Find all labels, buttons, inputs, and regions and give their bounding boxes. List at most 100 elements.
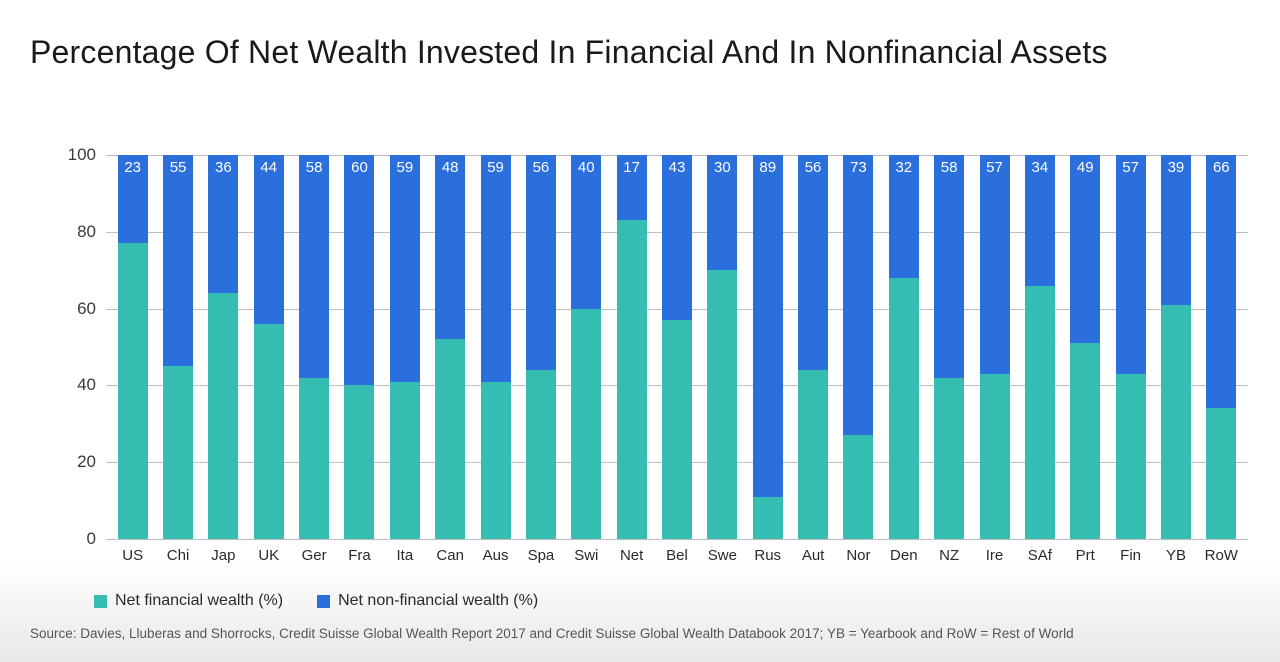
x-tick-label: Rus	[745, 539, 790, 575]
bar-segment-financial	[889, 278, 919, 539]
x-tick-label: Can	[428, 539, 473, 575]
bar-column: 30	[700, 155, 745, 539]
bar-segment-nonfinancial: 89	[753, 155, 783, 497]
bar-segment-financial	[481, 382, 511, 539]
bar-column: 60	[337, 155, 382, 539]
bar-segment-nonfinancial: 57	[1116, 155, 1146, 374]
bar-value-label: 39	[1168, 159, 1185, 176]
bar-segment-nonfinancial: 59	[481, 155, 511, 382]
chart-container: 020406080100 235536445860594859564017433…	[58, 155, 1248, 575]
bar-segment-nonfinancial: 56	[526, 155, 556, 370]
bar-column: 40	[564, 155, 609, 539]
bar-segment-financial	[980, 374, 1010, 539]
bar-column: 59	[473, 155, 518, 539]
bar-segment-financial	[254, 324, 284, 539]
bar-segment-financial	[1070, 343, 1100, 539]
bar-column: 39	[1153, 155, 1198, 539]
bar-column: 23	[110, 155, 155, 539]
x-tick-label: Spa	[518, 539, 563, 575]
bar-segment-nonfinancial: 58	[934, 155, 964, 378]
x-tick-label: YB	[1153, 539, 1198, 575]
bar-segment-nonfinancial: 55	[163, 155, 193, 366]
bar-column: 17	[609, 155, 654, 539]
legend-swatch	[317, 595, 330, 608]
chart-title: Percentage Of Net Wealth Invested In Fin…	[0, 0, 1280, 71]
x-tick-label: NZ	[926, 539, 971, 575]
x-tick-label: Net	[609, 539, 654, 575]
bar-column: 48	[428, 155, 473, 539]
bar-segment-nonfinancial: 56	[798, 155, 828, 370]
bar-column: 57	[1108, 155, 1153, 539]
bar-segment-financial	[118, 243, 148, 539]
x-tick-label: Ger	[291, 539, 336, 575]
bar-segment-financial	[662, 320, 692, 539]
y-axis-labels: 020406080100	[58, 155, 102, 539]
bar-stack: 56	[798, 155, 828, 539]
legend-label: Net financial wealth (%)	[115, 592, 283, 610]
legend-item: Net non-financial wealth (%)	[317, 592, 538, 610]
bar-column: 58	[926, 155, 971, 539]
bar-stack: 17	[617, 155, 647, 539]
bar-segment-nonfinancial: 23	[118, 155, 148, 243]
bar-stack: 73	[843, 155, 873, 539]
bar-value-label: 60	[351, 159, 368, 176]
bar-value-label: 49	[1077, 159, 1094, 176]
x-tick-label: Fra	[337, 539, 382, 575]
x-tick-label: Ita	[382, 539, 427, 575]
bar-segment-financial	[798, 370, 828, 539]
bar-segment-nonfinancial: 49	[1070, 155, 1100, 343]
bars-row: 2355364458605948595640174330895673325857…	[106, 155, 1248, 539]
bar-stack: 58	[299, 155, 329, 539]
bar-stack: 40	[571, 155, 601, 539]
bar-value-label: 30	[714, 159, 731, 176]
y-tick-label: 60	[77, 299, 96, 319]
bar-segment-financial	[1206, 408, 1236, 539]
x-tick-label: Prt	[1063, 539, 1108, 575]
x-tick-label: US	[110, 539, 155, 575]
bar-value-label: 58	[941, 159, 958, 176]
x-tick-label: Bel	[654, 539, 699, 575]
bar-segment-financial	[843, 435, 873, 539]
bar-value-label: 58	[306, 159, 323, 176]
y-tick-label: 40	[77, 375, 96, 395]
bar-segment-nonfinancial: 73	[843, 155, 873, 435]
bar-column: 73	[836, 155, 881, 539]
bar-stack: 60	[344, 155, 374, 539]
bar-column: 43	[654, 155, 699, 539]
bar-column: 89	[745, 155, 790, 539]
bar-value-label: 48	[442, 159, 459, 176]
bar-segment-financial	[1116, 374, 1146, 539]
bar-stack: 30	[707, 155, 737, 539]
bar-segment-nonfinancial: 59	[390, 155, 420, 382]
y-tick-label: 80	[77, 222, 96, 242]
y-tick-label: 100	[68, 145, 96, 165]
bar-segment-nonfinancial: 43	[662, 155, 692, 320]
bar-column: 36	[201, 155, 246, 539]
x-tick-label: Chi	[155, 539, 200, 575]
bar-value-label: 36	[215, 159, 232, 176]
bar-value-label: 44	[260, 159, 277, 176]
bar-segment-nonfinancial: 39	[1161, 155, 1191, 305]
x-tick-label: Nor	[836, 539, 881, 575]
bar-stack: 59	[390, 155, 420, 539]
bar-stack: 59	[481, 155, 511, 539]
bar-segment-financial	[617, 220, 647, 539]
bar-segment-financial	[1161, 305, 1191, 539]
legend-item: Net financial wealth (%)	[94, 592, 283, 610]
x-tick-label: SAf	[1017, 539, 1062, 575]
y-tick-label: 0	[87, 529, 96, 549]
bar-value-label: 23	[124, 159, 141, 176]
x-tick-label: Swi	[564, 539, 609, 575]
bar-segment-nonfinancial: 60	[344, 155, 374, 385]
y-tick-label: 20	[77, 452, 96, 472]
bar-column: 66	[1199, 155, 1244, 539]
bar-stack: 48	[435, 155, 465, 539]
bar-column: 56	[518, 155, 563, 539]
bar-stack: 57	[980, 155, 1010, 539]
plot-area: 2355364458605948595640174330895673325857…	[106, 155, 1248, 539]
bar-value-label: 43	[669, 159, 686, 176]
bar-column: 59	[382, 155, 427, 539]
x-tick-label: Jap	[201, 539, 246, 575]
bar-stack: 32	[889, 155, 919, 539]
bar-column: 44	[246, 155, 291, 539]
